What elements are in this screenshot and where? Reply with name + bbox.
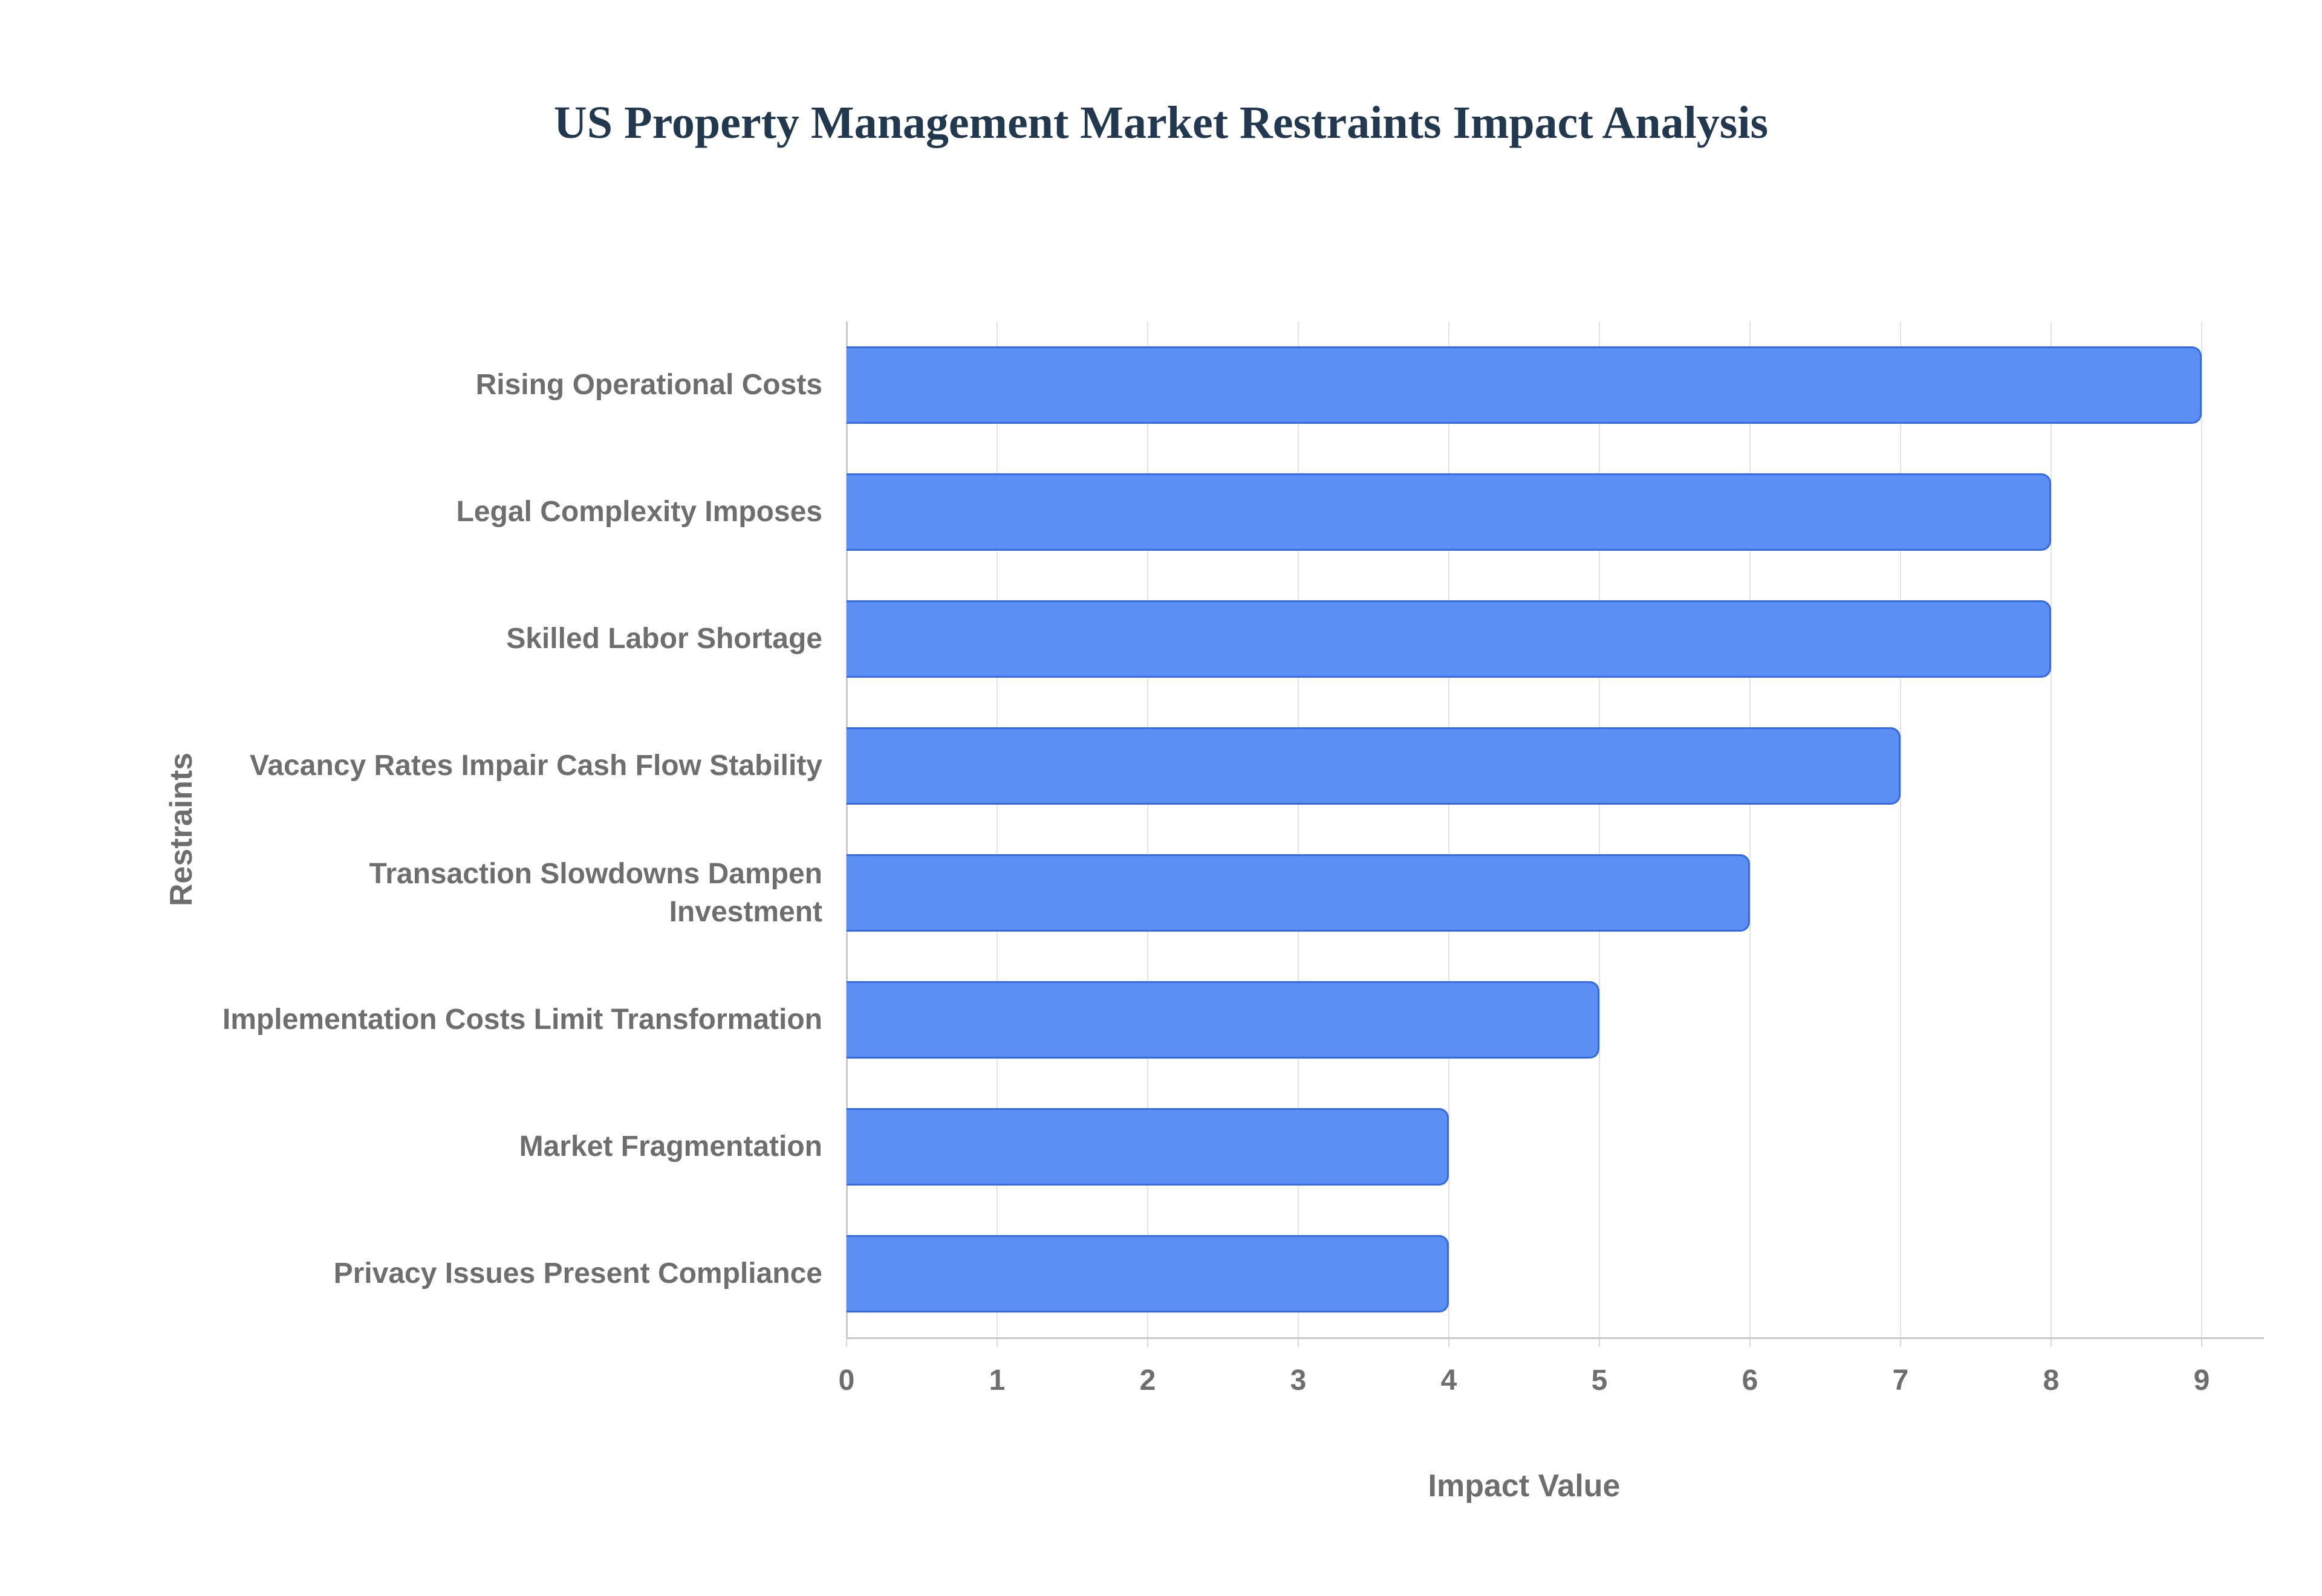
gridline xyxy=(1900,322,1901,1337)
x-tick-label: 6 xyxy=(1742,1364,1758,1396)
x-axis-tick-mark xyxy=(1298,1337,1299,1347)
category-label: Rising Operational Costs xyxy=(475,369,822,401)
x-axis-tick-mark xyxy=(2201,1337,2202,1347)
x-axis-tick-mark xyxy=(997,1337,998,1347)
category-label: Market Fragmentation xyxy=(519,1130,822,1163)
plot-area xyxy=(846,322,2264,1347)
x-tick-label: 5 xyxy=(1591,1364,1608,1396)
gridline xyxy=(1599,322,1600,1337)
y-axis-title: Restraints xyxy=(164,752,199,907)
x-axis-tick-mark xyxy=(1448,1337,1449,1347)
x-tick-label: 2 xyxy=(1139,1364,1156,1396)
bar-row xyxy=(847,322,2202,449)
gridline xyxy=(1298,322,1299,1337)
x-axis-title: Impact Value xyxy=(1428,1468,1621,1504)
category-label: Legal Complexity Imposes xyxy=(456,496,822,528)
y-axis-line xyxy=(846,322,848,1337)
chart-title: US Property Management Market Restraints… xyxy=(553,97,1769,148)
category-label: Vacancy Rates Impair Cash Flow Stability xyxy=(249,750,822,782)
bar-vacancy-rates-impair-cash-flow-stability xyxy=(847,727,1901,805)
bar-rising-operational-costs xyxy=(847,346,2202,424)
x-tick-label: 0 xyxy=(838,1364,855,1396)
x-axis-tick-mark xyxy=(2050,1337,2052,1347)
category-label: Transaction Slowdowns Dampen Investment xyxy=(369,857,822,928)
x-axis-line xyxy=(847,1337,2264,1339)
bar-row xyxy=(847,449,2202,576)
x-tick-label: 3 xyxy=(1290,1364,1307,1396)
x-tick-label: 4 xyxy=(1440,1364,1457,1396)
bar-implementation-costs-limit-transformation xyxy=(847,981,1599,1059)
bar-row xyxy=(847,956,2202,1083)
x-axis-tick-mark xyxy=(1599,1337,1600,1347)
bar-row xyxy=(847,829,2202,956)
category-label: Skilled Labor Shortage xyxy=(506,623,822,655)
y-axis-category-labels: Rising Operational Costs Legal Complexity… xyxy=(216,322,822,1337)
x-tick-label: 9 xyxy=(2193,1364,2210,1396)
x-tick-label: 7 xyxy=(1892,1364,1909,1396)
bar-skilled-labor-shortage xyxy=(847,600,2051,678)
bar-row xyxy=(847,1083,2202,1210)
x-axis-tick-mark xyxy=(1147,1337,1148,1347)
x-axis-tick-labels: 0 1 2 3 4 5 6 7 8 9 xyxy=(839,1364,2210,1406)
x-axis-tick-mark xyxy=(1900,1337,1901,1347)
bar-market-fragmentation xyxy=(847,1108,1449,1186)
gridline xyxy=(1749,322,1751,1337)
bar-row xyxy=(847,576,2202,702)
bar-privacy-issues-present-compliance xyxy=(847,1235,1449,1312)
gridline xyxy=(1147,322,1148,1337)
bar-row xyxy=(847,1210,2202,1337)
x-axis-tick-mark xyxy=(1749,1337,1751,1347)
gridline xyxy=(997,322,998,1337)
gridline xyxy=(1448,322,1449,1337)
bar-row xyxy=(847,702,2202,829)
gridline xyxy=(2201,322,2202,1337)
x-tick-label: 8 xyxy=(2043,1364,2060,1396)
category-label: Privacy Issues Present Compliance xyxy=(333,1257,822,1290)
gridline xyxy=(2050,322,2052,1337)
category-label: Implementation Costs Limit Transformatio… xyxy=(222,1004,822,1036)
x-axis-tick-mark xyxy=(846,1337,847,1347)
x-tick-label: 1 xyxy=(989,1364,1006,1396)
bar-transaction-slowdowns-dampen-investment xyxy=(847,854,1750,932)
bar-legal-complexity-imposes xyxy=(847,473,2051,551)
